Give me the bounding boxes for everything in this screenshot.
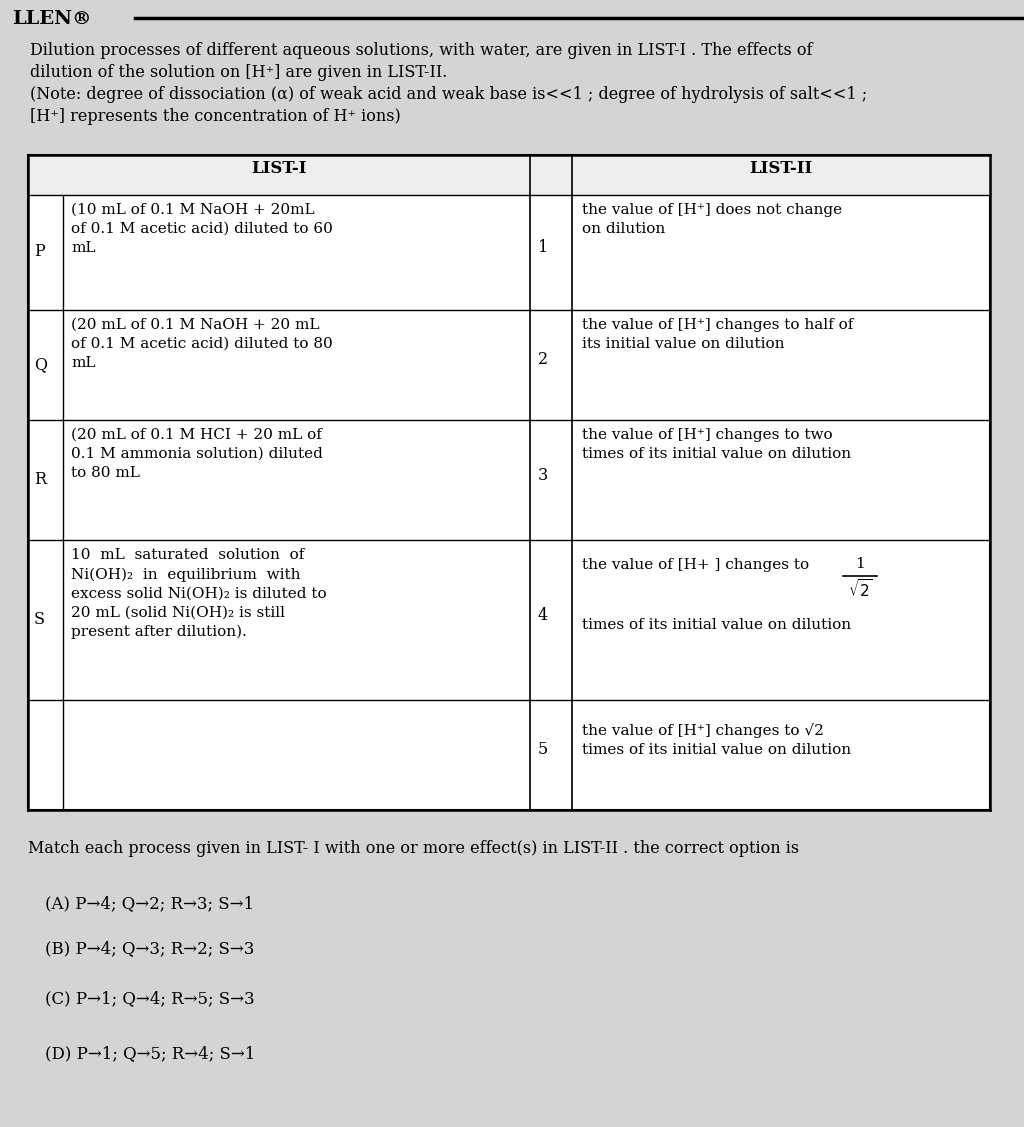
Text: $\sqrt{2}$: $\sqrt{2}$ [848,578,872,600]
Text: [H⁺] represents the concentration of H⁺ ions): [H⁺] represents the concentration of H⁺ … [30,108,400,125]
Text: Match each process given in LIST- I with one or more effect(s) in LIST-II . the : Match each process given in LIST- I with… [28,840,799,857]
Text: dilution of the solution on [H⁺] are given in LIST-II.: dilution of the solution on [H⁺] are giv… [30,64,447,81]
Text: 1: 1 [538,239,548,256]
Text: 4: 4 [538,606,548,623]
Text: (D) P→1; Q→5; R→4; S→1: (D) P→1; Q→5; R→4; S→1 [45,1045,255,1062]
Text: (20 mL of 0.1 M NaOH + 20 mL
of 0.1 M acetic acid) diluted to 80
mL: (20 mL of 0.1 M NaOH + 20 mL of 0.1 M ac… [71,318,333,370]
Text: the value of [H⁺] changes to √2
times of its initial value on dilution: the value of [H⁺] changes to √2 times of… [582,722,851,757]
Text: 2: 2 [538,352,548,369]
Text: LIST-I: LIST-I [251,160,307,177]
Text: (20 mL of 0.1 M HCI + 20 mL of
0.1 M ammonia solution) diluted
to 80 mL: (20 mL of 0.1 M HCI + 20 mL of 0.1 M amm… [71,428,323,480]
Text: the value of [H⁺] does not change
on dilution: the value of [H⁺] does not change on dil… [582,203,842,236]
Text: R: R [34,471,46,488]
Text: 5: 5 [538,742,548,758]
Text: (Note: degree of dissociation (α) of weak acid and weak base is<<1 ; degree of h: (Note: degree of dissociation (α) of wea… [30,86,867,103]
Text: Dilution processes of different aqueous solutions, with water, are given in LIST: Dilution processes of different aqueous … [30,42,812,59]
Text: Q: Q [34,356,47,373]
Text: the value of [H+ ] changes to: the value of [H+ ] changes to [582,558,809,573]
Text: the value of [H⁺] changes to half of
its initial value on dilution: the value of [H⁺] changes to half of its… [582,318,853,350]
Text: LIST-II: LIST-II [750,160,813,177]
Text: 1: 1 [855,557,865,571]
Text: the value of [H⁺] changes to two
times of its initial value on dilution: the value of [H⁺] changes to two times o… [582,428,851,461]
Text: 10  mL  saturated  solution  of
Ni(OH)₂  in  equilibrium  with
excess solid Ni(O: 10 mL saturated solution of Ni(OH)₂ in e… [71,548,327,639]
Text: (C) P→1; Q→4; R→5; S→3: (C) P→1; Q→4; R→5; S→3 [45,990,255,1008]
Text: (10 mL of 0.1 M NaOH + 20mL
of 0.1 M acetic acid) diluted to 60
mL: (10 mL of 0.1 M NaOH + 20mL of 0.1 M ace… [71,203,333,255]
Text: times of its initial value on dilution: times of its initial value on dilution [582,618,851,632]
Text: S: S [34,612,45,629]
Text: (B) P→4; Q→3; R→2; S→3: (B) P→4; Q→3; R→2; S→3 [45,940,254,957]
Text: P: P [34,243,45,260]
Text: 3: 3 [538,467,548,483]
Text: (A) P→4; Q→2; R→3; S→1: (A) P→4; Q→2; R→3; S→1 [45,895,254,912]
Bar [28,156,990,195]
Text: LLEN®: LLEN® [12,10,91,28]
Bar [28,156,990,810]
